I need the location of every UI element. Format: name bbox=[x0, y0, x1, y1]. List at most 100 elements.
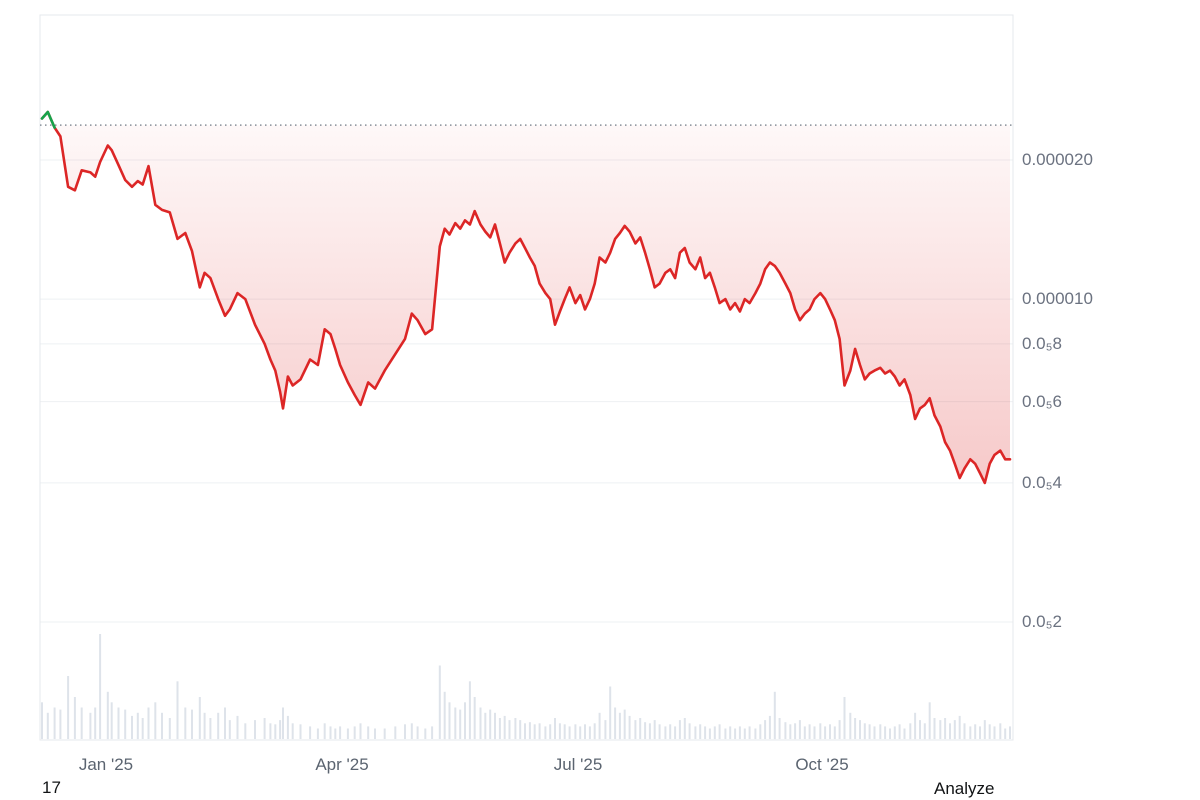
volume-bar bbox=[623, 709, 626, 739]
volume-bar bbox=[394, 726, 397, 739]
volume-bar bbox=[914, 712, 917, 740]
volume-bar bbox=[236, 715, 239, 739]
x-axis-label: Jan '25 bbox=[78, 755, 134, 774]
volume-bar bbox=[694, 726, 697, 739]
volume-bar bbox=[993, 726, 996, 739]
volume-bar bbox=[734, 728, 737, 739]
volume-bar bbox=[859, 720, 861, 739]
volume-bar bbox=[339, 726, 342, 739]
volume-bar bbox=[323, 723, 326, 740]
volume-bar bbox=[359, 723, 362, 740]
volume-bar bbox=[94, 707, 97, 739]
volume-bar bbox=[819, 723, 822, 740]
volume-bar bbox=[718, 724, 721, 739]
volume-bar bbox=[574, 724, 577, 739]
volume-bar bbox=[568, 726, 571, 739]
volume-bar bbox=[988, 724, 991, 739]
volume-bar bbox=[798, 720, 801, 739]
volume-bar bbox=[724, 728, 727, 739]
volume-bar bbox=[106, 691, 109, 740]
volume-bar bbox=[963, 723, 966, 740]
volume-bar bbox=[909, 723, 912, 740]
volume-bar bbox=[209, 718, 212, 739]
volume-bar bbox=[743, 728, 746, 739]
volume-bar bbox=[544, 726, 547, 739]
volume-bar bbox=[46, 712, 49, 740]
y-axis-label: 0.0₅6 bbox=[1022, 392, 1062, 411]
volume-bar bbox=[658, 724, 661, 739]
volume-bar bbox=[464, 702, 466, 740]
volume-bar bbox=[346, 728, 349, 739]
volume-bar bbox=[648, 723, 651, 740]
volume-bar bbox=[893, 726, 896, 739]
volume-bar bbox=[438, 665, 441, 739]
volume-bar bbox=[254, 720, 256, 739]
volume-bar bbox=[933, 718, 936, 739]
volume-bar bbox=[374, 728, 376, 739]
volume-bar bbox=[299, 724, 302, 739]
volume-bar bbox=[73, 697, 76, 739]
volume-bar bbox=[459, 709, 462, 739]
volume-bar bbox=[944, 718, 947, 739]
volume-bar bbox=[919, 720, 921, 739]
volume-bar bbox=[244, 723, 247, 740]
volume-bar bbox=[41, 702, 43, 740]
volume-bar bbox=[928, 702, 931, 740]
volume-bar bbox=[863, 723, 866, 740]
volume-bar bbox=[999, 723, 1002, 740]
volume-bar bbox=[644, 722, 647, 739]
volume-bar bbox=[503, 715, 506, 739]
volume-bar bbox=[454, 707, 457, 739]
volume-bar bbox=[80, 707, 83, 739]
volume-bar bbox=[854, 718, 857, 739]
volume-bar bbox=[713, 726, 716, 739]
volume-bar bbox=[588, 726, 591, 739]
volume-bar bbox=[329, 726, 332, 739]
volume-bar bbox=[639, 718, 642, 739]
volume-bar bbox=[141, 718, 144, 739]
volume-bar bbox=[508, 720, 511, 739]
volume-bar bbox=[154, 702, 157, 740]
volume-bar bbox=[161, 712, 163, 740]
volume-bar bbox=[889, 728, 891, 739]
volume-bar bbox=[579, 726, 582, 739]
volume-bar bbox=[969, 726, 972, 739]
volume-bar bbox=[699, 724, 702, 739]
volume-bar bbox=[688, 723, 691, 740]
volume-bar bbox=[367, 726, 370, 739]
volume-bar bbox=[533, 724, 536, 739]
volume-bar bbox=[558, 723, 561, 740]
volume-bar bbox=[383, 728, 386, 739]
analyze-button[interactable]: Analyze bbox=[934, 779, 995, 798]
volume-bar bbox=[593, 723, 596, 740]
volume-bar bbox=[898, 724, 901, 739]
volume-bar bbox=[614, 707, 617, 739]
volume-bar bbox=[764, 720, 767, 739]
volume-bar bbox=[759, 724, 762, 739]
volume-bar bbox=[604, 720, 607, 739]
volume-bar bbox=[443, 691, 446, 740]
volume-bar bbox=[89, 712, 92, 740]
volume-bar bbox=[884, 726, 887, 739]
volume-bar bbox=[191, 709, 193, 739]
volume-bar bbox=[124, 709, 127, 739]
volume-bar bbox=[584, 724, 586, 739]
volume-bar bbox=[53, 707, 56, 739]
volume-bar bbox=[228, 720, 231, 739]
volume-bar bbox=[309, 726, 312, 739]
volume-bar bbox=[729, 726, 732, 739]
volume-bar bbox=[609, 686, 612, 739]
volume-bar bbox=[117, 707, 120, 739]
volume-bar bbox=[224, 707, 226, 739]
x-axis-label: Apr '25 bbox=[315, 755, 369, 774]
volume-bar bbox=[353, 726, 356, 739]
volume-bar bbox=[168, 718, 171, 739]
volume-bar bbox=[563, 724, 566, 739]
volume-bar bbox=[136, 712, 139, 740]
volume-bar bbox=[754, 728, 757, 739]
y-axis-label: 0.000010 bbox=[1022, 289, 1093, 308]
volume-bar bbox=[704, 726, 707, 739]
volume-bar bbox=[410, 723, 413, 740]
volume-bar bbox=[269, 723, 272, 740]
volume-bar bbox=[404, 724, 406, 739]
